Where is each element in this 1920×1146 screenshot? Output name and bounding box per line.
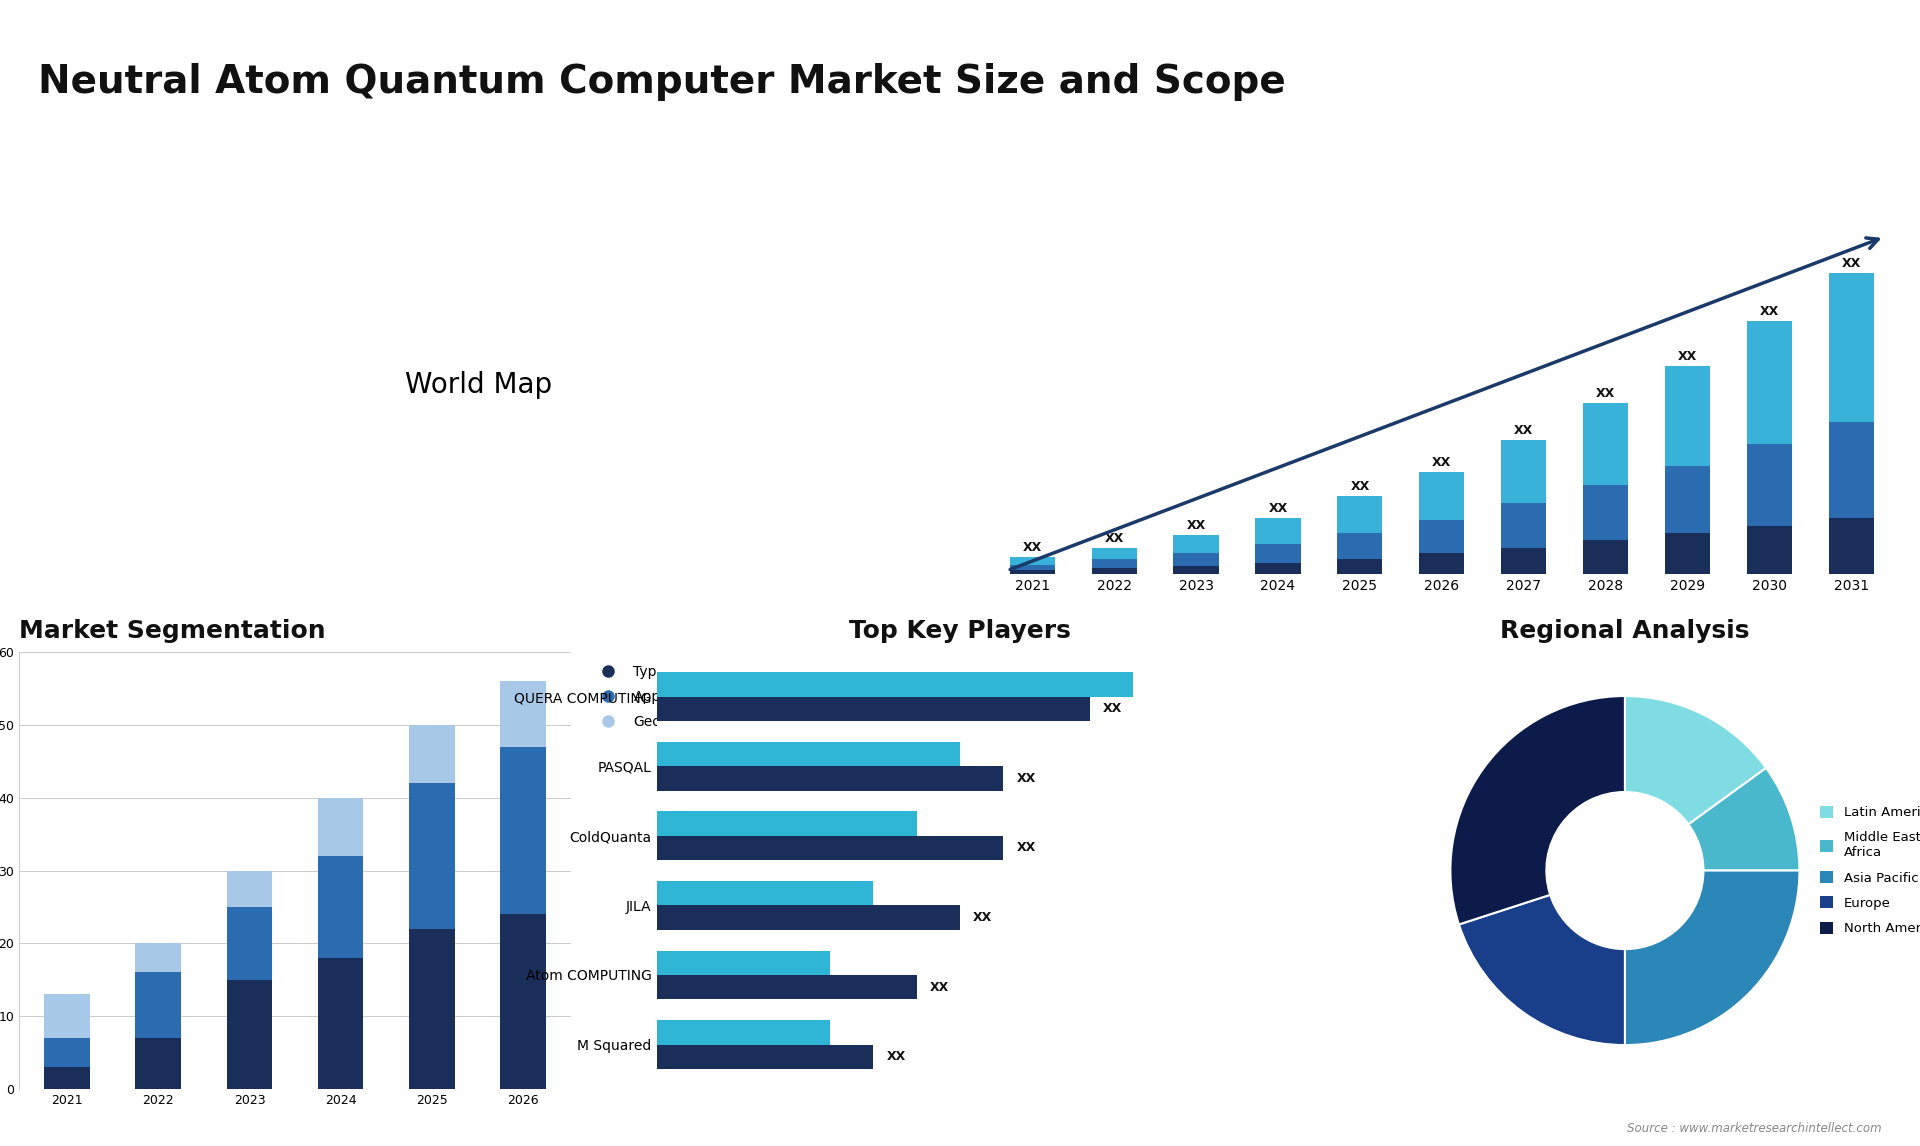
Text: XX: XX — [973, 911, 993, 924]
Bar — [1010, 565, 1054, 570]
Legend: Type, Application, Geography: Type, Application, Geography — [589, 659, 716, 735]
Bar — [1584, 485, 1628, 541]
Bar — [1501, 548, 1546, 574]
Legend: Latin America, Middle East &
Africa, Asia Pacific, Europe, North America: Latin America, Middle East & Africa, Asi… — [1814, 801, 1920, 941]
Text: XX: XX — [1016, 772, 1035, 785]
Bar — [1173, 535, 1219, 554]
Bar — [1092, 548, 1137, 559]
Bar — [1010, 557, 1054, 565]
Bar — [1256, 518, 1300, 544]
Bar — [657, 1020, 829, 1044]
Bar — [657, 673, 1133, 697]
Bar — [1256, 544, 1300, 563]
Bar — [1747, 444, 1791, 526]
Bar — [227, 871, 273, 906]
Bar — [501, 915, 545, 1089]
Text: XX: XX — [1187, 519, 1206, 532]
Wedge shape — [1624, 696, 1766, 824]
Wedge shape — [1450, 696, 1624, 925]
Text: XX: XX — [1678, 350, 1697, 363]
Title: Regional Analysis: Regional Analysis — [1500, 620, 1749, 644]
Bar — [44, 1067, 90, 1089]
Bar — [1419, 520, 1465, 554]
Text: World Map: World Map — [405, 371, 551, 399]
Text: XX: XX — [1841, 257, 1860, 270]
Bar — [44, 995, 90, 1038]
Text: XX: XX — [1016, 841, 1035, 855]
Bar — [1173, 554, 1219, 566]
Bar — [44, 1038, 90, 1067]
Bar — [1338, 559, 1382, 574]
Bar — [1747, 526, 1791, 574]
Bar — [409, 928, 455, 1089]
Bar — [409, 725, 455, 783]
Bar — [1501, 440, 1546, 503]
Bar — [657, 975, 916, 999]
Bar — [1173, 566, 1219, 574]
Bar — [319, 798, 363, 856]
Bar — [1830, 518, 1874, 574]
Bar — [657, 767, 1004, 791]
Bar — [1584, 541, 1628, 574]
Bar — [1010, 570, 1054, 574]
Bar — [136, 943, 180, 972]
Wedge shape — [1688, 768, 1799, 871]
Text: Neutral Atom Quantum Computer Market Size and Scope: Neutral Atom Quantum Computer Market Siz… — [38, 63, 1286, 101]
Bar — [657, 835, 1004, 861]
Wedge shape — [1459, 895, 1624, 1045]
Bar — [227, 906, 273, 980]
Text: Market Segmentation: Market Segmentation — [19, 620, 326, 644]
Bar — [1092, 568, 1137, 574]
Text: XX: XX — [1515, 424, 1534, 437]
Bar — [657, 950, 829, 975]
Bar — [1830, 273, 1874, 422]
Bar — [1747, 321, 1791, 444]
Bar — [657, 1044, 874, 1069]
Bar — [657, 697, 1091, 721]
Bar — [657, 811, 916, 835]
Text: XX: XX — [1432, 456, 1452, 469]
Text: XX: XX — [1761, 305, 1780, 319]
Bar — [136, 972, 180, 1038]
Title: Top Key Players: Top Key Players — [849, 620, 1071, 644]
Bar — [319, 856, 363, 958]
Bar — [1501, 503, 1546, 548]
Text: XX: XX — [1596, 387, 1615, 400]
Bar — [1256, 563, 1300, 574]
Bar — [657, 905, 960, 929]
Bar — [227, 980, 273, 1089]
Text: XX: XX — [1104, 532, 1123, 544]
Bar — [657, 741, 960, 767]
Text: Source : www.marketresearchintellect.com: Source : www.marketresearchintellect.com — [1626, 1122, 1882, 1135]
Bar — [1338, 496, 1382, 533]
Text: XX: XX — [1350, 480, 1369, 493]
Text: XX: XX — [929, 981, 948, 994]
Text: XX: XX — [887, 1050, 906, 1063]
Bar — [657, 881, 874, 905]
Text: XX: XX — [1023, 541, 1043, 555]
Bar — [1092, 559, 1137, 568]
Bar — [1419, 554, 1465, 574]
Bar — [1338, 533, 1382, 559]
Bar — [1665, 533, 1711, 574]
Bar — [501, 682, 545, 747]
Bar — [319, 958, 363, 1089]
Bar — [409, 783, 455, 928]
Bar — [136, 1038, 180, 1089]
Bar — [1665, 366, 1711, 466]
Bar — [1830, 422, 1874, 518]
Bar — [1584, 403, 1628, 485]
Bar — [501, 747, 545, 915]
Text: XX: XX — [1104, 702, 1123, 715]
Bar — [1665, 466, 1711, 533]
Bar — [1419, 472, 1465, 520]
Wedge shape — [1624, 871, 1799, 1045]
Text: XX: XX — [1269, 502, 1288, 516]
